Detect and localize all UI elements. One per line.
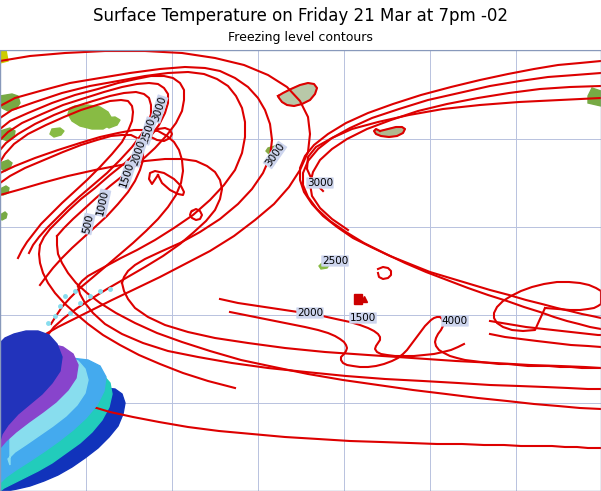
- Polygon shape: [588, 88, 601, 106]
- Text: 2500: 2500: [322, 256, 348, 266]
- Polygon shape: [278, 83, 317, 106]
- Text: 2500: 2500: [139, 117, 157, 145]
- Polygon shape: [0, 344, 78, 448]
- Polygon shape: [374, 127, 405, 137]
- Polygon shape: [0, 388, 125, 491]
- Polygon shape: [0, 160, 12, 171]
- Text: 1500: 1500: [350, 313, 376, 323]
- Polygon shape: [266, 146, 278, 154]
- Text: 4000: 4000: [442, 316, 468, 326]
- Polygon shape: [354, 294, 362, 304]
- Polygon shape: [0, 128, 15, 141]
- Polygon shape: [0, 186, 9, 195]
- Text: 3000: 3000: [307, 178, 333, 188]
- Polygon shape: [0, 94, 20, 111]
- Polygon shape: [0, 358, 106, 483]
- Text: 1500: 1500: [118, 161, 136, 189]
- Text: 2000: 2000: [297, 308, 323, 318]
- Polygon shape: [50, 128, 64, 137]
- Text: Freezing level contours: Freezing level contours: [228, 31, 373, 44]
- Polygon shape: [0, 331, 62, 441]
- Text: 500: 500: [81, 214, 95, 235]
- Text: 3000: 3000: [150, 95, 168, 123]
- Text: 1000: 1000: [96, 189, 111, 217]
- Polygon shape: [8, 356, 88, 465]
- Text: Surface Temperature on Friday 21 Mar at 7pm -02: Surface Temperature on Friday 21 Mar at …: [93, 7, 508, 25]
- Text: 2000: 2000: [129, 139, 147, 167]
- Polygon shape: [68, 105, 112, 129]
- Polygon shape: [319, 261, 330, 269]
- Polygon shape: [0, 50, 8, 63]
- Polygon shape: [0, 371, 112, 491]
- Polygon shape: [104, 117, 120, 128]
- Polygon shape: [0, 212, 7, 220]
- Text: 3000: 3000: [263, 141, 287, 168]
